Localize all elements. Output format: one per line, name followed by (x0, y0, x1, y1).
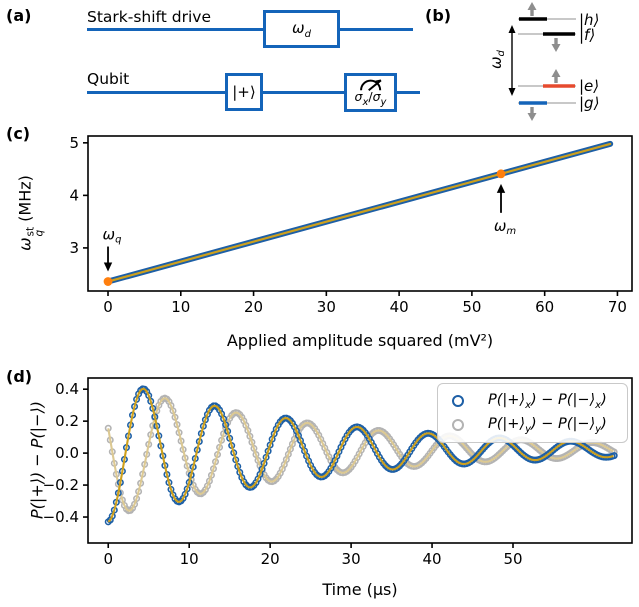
x-tick-label: 20 (244, 298, 263, 316)
plus-state-box: |+⟩ (225, 73, 263, 111)
plot-box (87, 135, 633, 292)
x-tick-label: 50 (503, 550, 522, 568)
plus-state-label: |+⟩ (232, 83, 256, 101)
legend-label-x: P(|+⟩x) − P(|−⟩x) (488, 391, 607, 411)
y-tick-label: 0.0 (55, 444, 79, 462)
panel-d-plot: 0 10 20 30 40 50 −0.4 −0.2 0.0 0.2 0.4 (43, 377, 633, 568)
x-tick-label: 40 (423, 550, 442, 568)
x-tick-label: 20 (261, 550, 280, 568)
legend-label-y: P(|+⟩y) − P(|−⟩y) (488, 415, 607, 435)
qubit-line-label: Qubit (87, 70, 130, 88)
highlight-point (496, 169, 506, 179)
panel-d-letter: (d) (6, 367, 33, 386)
measurement-box: σx/σy (344, 73, 397, 112)
legend-entry-x: P(|+⟩x) − P(|−⟩x) (438, 389, 627, 413)
panel-d-xlabel: Time (μs) (322, 580, 398, 599)
x-tick-label: 40 (390, 298, 409, 316)
plot-box (87, 377, 633, 544)
drive-wire (87, 28, 413, 31)
highlight-point (103, 277, 113, 286)
omega-d-label: ωd (292, 18, 311, 40)
annotation-label: ωq (103, 226, 122, 246)
y-tick-label: −0.2 (43, 476, 79, 494)
x-tick-label: 10 (180, 550, 199, 568)
panel-d-legend: P(|+⟩x) − P(|−⟩x) P(|+⟩y) − P(|−⟩y) (437, 383, 628, 443)
ket-f: |f⟩ (579, 26, 595, 44)
drive-line-label: Stark-shift drive (87, 8, 211, 26)
meter-icon (359, 79, 382, 91)
x-tick-label: 50 (462, 298, 481, 316)
x-tick-label: 0 (103, 550, 113, 568)
legend-marker-x-icon (452, 395, 464, 407)
y-tick-label: 4 (69, 186, 79, 204)
ket-g: |g⟩ (579, 94, 599, 112)
x-tick-label: 0 (103, 298, 113, 316)
ket-e: |e⟩ (579, 77, 599, 95)
series-fit (106, 142, 612, 283)
y-tick-label: 3 (69, 239, 79, 257)
panel-c-letter: (c) (6, 124, 31, 143)
annotation-arrowhead (103, 262, 113, 272)
annotation-arrowhead (496, 183, 506, 193)
panel-a-letter: (a) (6, 6, 32, 25)
y-tick-label: −0.4 (43, 508, 79, 526)
x-tick-label: 60 (535, 298, 554, 316)
legend-entry-y: P(|+⟩y) − P(|−⟩y) (438, 413, 627, 437)
stark-shift-arrows (527, 2, 561, 121)
panel-c-xlabel: Applied amplitude squared (mV²) (226, 331, 494, 350)
omega-d-transition-label: ωd (487, 49, 507, 69)
x-tick-label: 30 (342, 550, 361, 568)
omega-d-transition-arrow (508, 25, 516, 96)
y-tick-label: 5 (69, 134, 79, 152)
y-tick-label: 0.2 (55, 412, 79, 430)
x-tick-label: 30 (317, 298, 336, 316)
energy-level-diagram: ωd |h⟩ |f⟩ |e⟩ |g⟩ (487, 2, 599, 121)
panel-b-letter: (b) (425, 6, 452, 25)
x-tick-label: 10 (171, 298, 190, 316)
annotation-label: ωm (494, 217, 517, 237)
panel-c-plot: 0 10 20 30 40 50 60 70 3 4 5 ωq ωm (69, 134, 633, 316)
y-tick-label: 0.4 (55, 380, 79, 398)
series-x-fit (107, 387, 614, 523)
ket-h: |h⟩ (579, 11, 599, 29)
legend-marker-y-icon (452, 419, 464, 431)
sigma-xy-label: σx/σy (354, 89, 387, 108)
x-tick-label: 70 (608, 298, 627, 316)
drive-frequency-box: ωd (263, 10, 340, 48)
